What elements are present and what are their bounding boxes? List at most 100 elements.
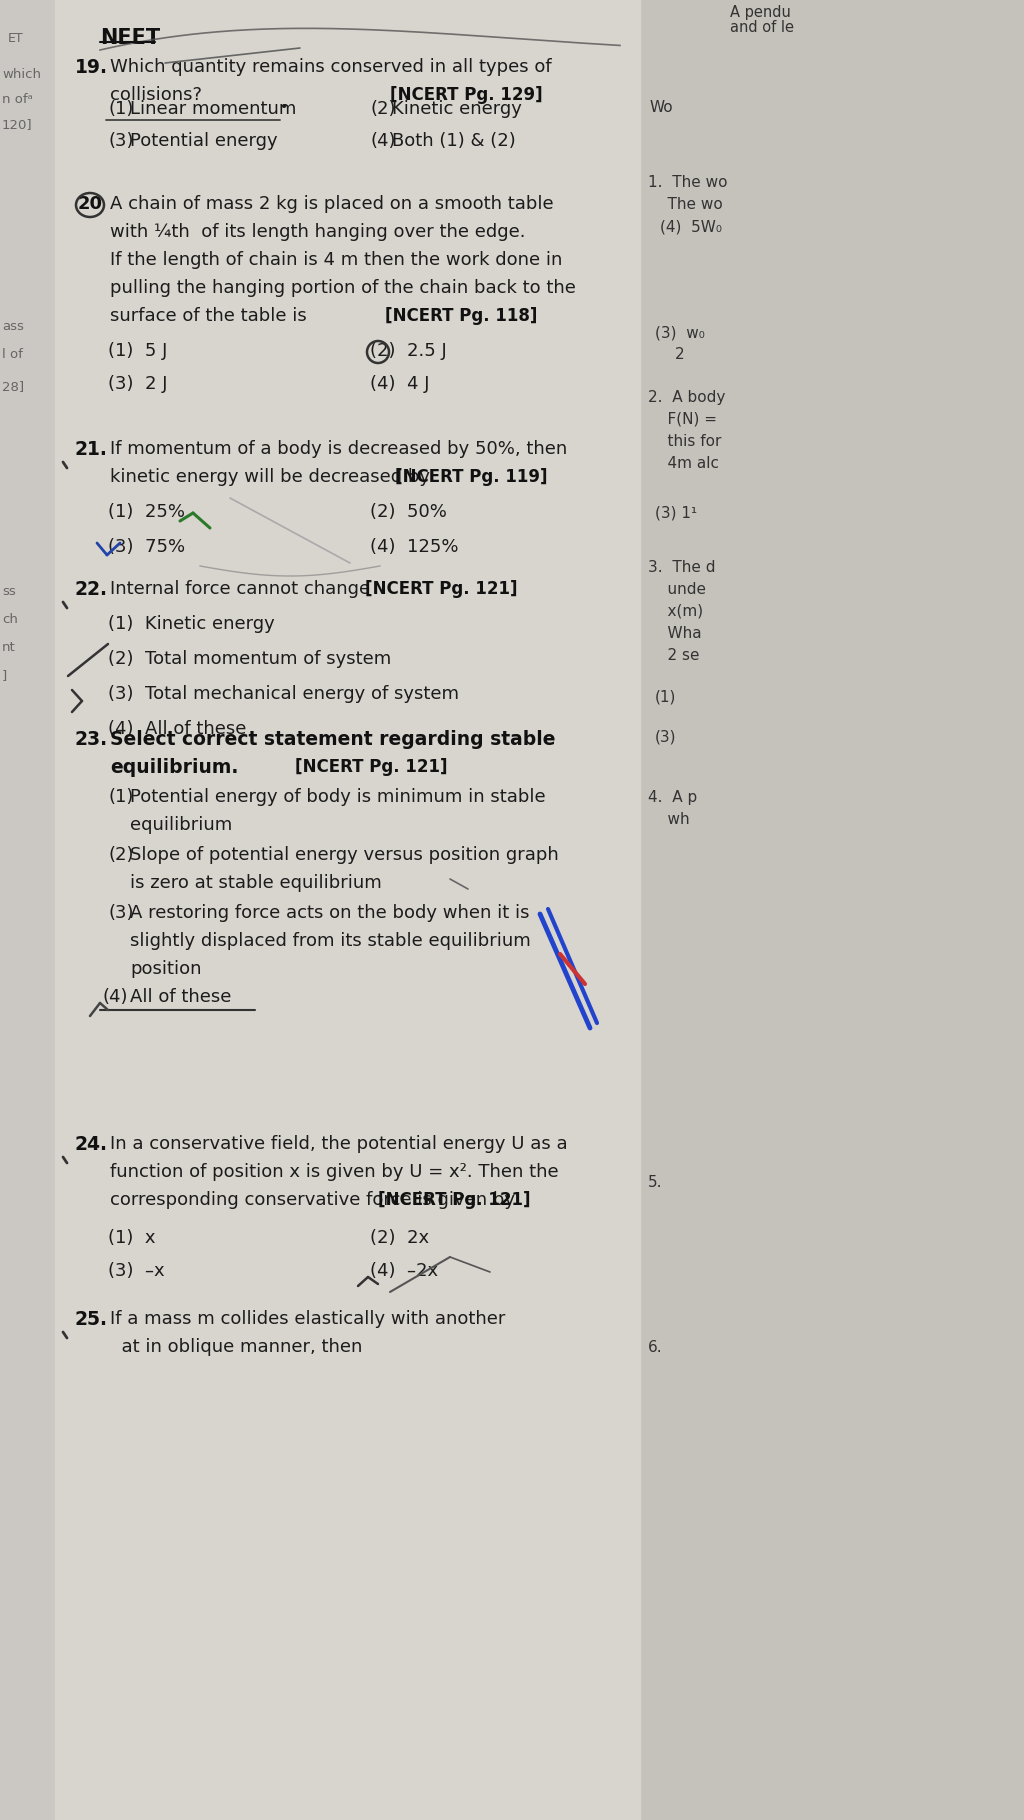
Bar — [0, 0, 55, 1820]
Text: 2.  A body: 2. A body — [648, 389, 725, 406]
Text: •: • — [280, 100, 288, 115]
Text: (1)  x: (1) x — [108, 1228, 156, 1247]
Bar — [640, 0, 1024, 1820]
Text: (1): (1) — [108, 788, 133, 806]
Text: (4)  5W₀: (4) 5W₀ — [660, 218, 722, 235]
Text: wh: wh — [648, 812, 689, 826]
Text: 28]: 28] — [2, 380, 25, 393]
Text: (4)  125%: (4) 125% — [370, 539, 459, 555]
Text: (4)  –2x: (4) –2x — [370, 1261, 438, 1279]
Text: equilibrium: equilibrium — [130, 815, 232, 834]
Text: Wo: Wo — [650, 100, 674, 115]
Text: is zero at stable equilibrium: is zero at stable equilibrium — [130, 874, 382, 892]
Text: [NCERT Pg. 121]: [NCERT Pg. 121] — [295, 757, 447, 775]
Text: 25.: 25. — [75, 1310, 108, 1329]
Text: position: position — [130, 959, 202, 977]
Text: 20: 20 — [78, 195, 103, 213]
Text: 2 se: 2 se — [648, 648, 699, 662]
Text: [NCERT Pg. 119]: [NCERT Pg. 119] — [395, 468, 548, 486]
Text: Potential energy: Potential energy — [130, 133, 278, 149]
Text: ]: ] — [2, 670, 7, 682]
Text: (3): (3) — [655, 730, 677, 744]
Text: ss: ss — [2, 584, 15, 599]
Text: 5.: 5. — [648, 1176, 663, 1190]
Text: (2)  2.5 J: (2) 2.5 J — [370, 342, 446, 360]
Text: (3)  –x: (3) –x — [108, 1261, 165, 1279]
Text: (3)  75%: (3) 75% — [108, 539, 185, 555]
Text: x(m): x(m) — [648, 604, 703, 619]
Text: 6.: 6. — [648, 1340, 663, 1356]
Text: 23.: 23. — [75, 730, 109, 750]
Text: ET: ET — [8, 33, 24, 46]
Text: (2)  Total momentum of system: (2) Total momentum of system — [108, 650, 391, 668]
Text: (1): (1) — [108, 100, 133, 118]
Text: Wha: Wha — [648, 626, 701, 641]
Text: n ofᵃ: n ofᵃ — [2, 93, 33, 106]
Text: A restoring force acts on the body when it is: A restoring force acts on the body when … — [130, 905, 529, 923]
Text: (3)  Total mechanical energy of system: (3) Total mechanical energy of system — [108, 684, 459, 703]
Text: 4m alc: 4m alc — [648, 457, 719, 471]
Text: pulling the hanging portion of the chain back to the: pulling the hanging portion of the chain… — [110, 278, 575, 297]
Text: (2)  2x: (2) 2x — [370, 1228, 429, 1247]
Text: (1): (1) — [655, 690, 677, 704]
Text: Slope of potential energy versus position graph: Slope of potential energy versus positio… — [130, 846, 559, 864]
Text: with ¼th  of its length hanging over the edge.: with ¼th of its length hanging over the … — [110, 224, 525, 240]
Text: (3)  w₀: (3) w₀ — [655, 326, 705, 340]
Text: at in oblique manner, then: at in oblique manner, then — [110, 1338, 362, 1356]
Text: [NCERT Pg. 118]: [NCERT Pg. 118] — [385, 308, 538, 326]
Text: (1)  25%: (1) 25% — [108, 502, 185, 521]
Text: NEET: NEET — [100, 27, 160, 47]
Text: (4)  4 J: (4) 4 J — [370, 375, 429, 393]
Text: function of position x is given by U = x². Then the: function of position x is given by U = x… — [110, 1163, 559, 1181]
Text: ch: ch — [2, 613, 17, 626]
Text: (3) 1¹: (3) 1¹ — [655, 504, 697, 521]
Bar — [55, 0, 640, 1820]
Text: (2)  50%: (2) 50% — [370, 502, 446, 521]
Text: which: which — [2, 67, 41, 82]
Text: 3.  The d: 3. The d — [648, 561, 716, 575]
Text: this for: this for — [648, 433, 721, 450]
Text: nt: nt — [2, 641, 15, 653]
Text: (3)  2 J: (3) 2 J — [108, 375, 168, 393]
Text: All of these: All of these — [130, 988, 231, 1006]
Text: kinetic energy will be decreased by: kinetic energy will be decreased by — [110, 468, 430, 486]
Text: l of: l of — [2, 348, 23, 360]
Text: 21.: 21. — [75, 440, 108, 459]
Text: 22.: 22. — [75, 581, 108, 599]
Text: and of le: and of le — [730, 20, 794, 35]
Text: If a mass m collides elastically with another: If a mass m collides elastically with an… — [110, 1310, 506, 1329]
Text: 2: 2 — [675, 348, 685, 362]
Text: 19.: 19. — [75, 58, 108, 76]
Text: ass: ass — [2, 320, 24, 333]
Text: Select correct statement regarding stable: Select correct statement regarding stabl… — [110, 730, 555, 750]
Text: Potential energy of body is minimum in stable: Potential energy of body is minimum in s… — [130, 788, 546, 806]
Text: (1)  5 J: (1) 5 J — [108, 342, 167, 360]
Text: Both (1) & (2): Both (1) & (2) — [392, 133, 516, 149]
Text: [NCERT Pg. 121]: [NCERT Pg. 121] — [365, 581, 517, 599]
Text: (2): (2) — [370, 100, 395, 118]
Text: corresponding conservative force is given by: corresponding conservative force is give… — [110, 1190, 515, 1208]
Text: surface of the table is: surface of the table is — [110, 308, 307, 326]
Text: Internal force cannot change: Internal force cannot change — [110, 581, 370, 599]
Text: If the length of chain is 4 m then the work done in: If the length of chain is 4 m then the w… — [110, 251, 562, 269]
Text: Which quantity remains conserved in all types of: Which quantity remains conserved in all … — [110, 58, 552, 76]
Text: 24.: 24. — [75, 1136, 108, 1154]
Text: In a conservative field, the potential energy U as a: In a conservative field, the potential e… — [110, 1136, 567, 1154]
Text: A chain of mass 2 kg is placed on a smooth table: A chain of mass 2 kg is placed on a smoo… — [110, 195, 554, 213]
Text: (4): (4) — [370, 133, 395, 149]
Text: (2): (2) — [108, 846, 133, 864]
Text: (3): (3) — [108, 133, 133, 149]
Text: (4)  All of these: (4) All of these — [108, 721, 247, 737]
Text: (3): (3) — [108, 905, 133, 923]
Text: (1)  Kinetic energy: (1) Kinetic energy — [108, 615, 274, 633]
Text: 1.  The wo: 1. The wo — [648, 175, 727, 189]
Text: F(N) =: F(N) = — [648, 411, 717, 428]
Text: A pendu: A pendu — [730, 5, 791, 20]
Text: (4): (4) — [103, 988, 128, 1006]
Text: equilibrium.: equilibrium. — [110, 757, 239, 777]
Text: The wo: The wo — [648, 197, 723, 211]
Text: slightly displaced from its stable equilibrium: slightly displaced from its stable equil… — [130, 932, 530, 950]
Text: If momentum of a body is decreased by 50%, then: If momentum of a body is decreased by 50… — [110, 440, 567, 459]
Text: Kinetic energy: Kinetic energy — [392, 100, 522, 118]
Text: [NCERT Pg. 121]: [NCERT Pg. 121] — [378, 1190, 530, 1208]
